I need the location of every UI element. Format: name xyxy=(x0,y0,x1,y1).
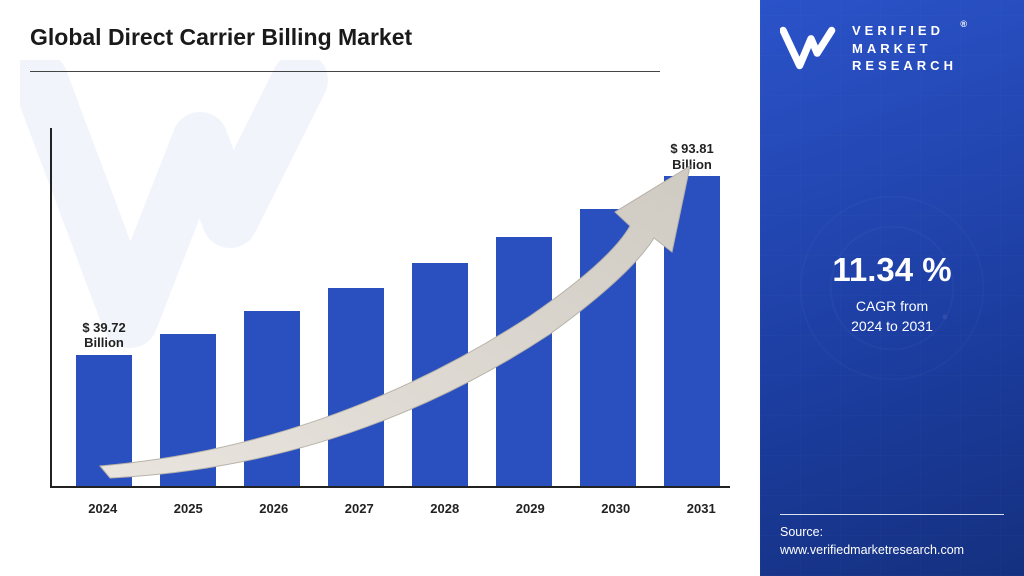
bar-group xyxy=(328,288,384,486)
cagr-block: 11.34 % CAGR from 2024 to 2031 xyxy=(780,75,1004,514)
bar xyxy=(412,263,468,486)
bar xyxy=(664,176,720,486)
bar xyxy=(76,355,132,486)
source-footer: Source: www.verifiedmarketresearch.com xyxy=(780,514,1004,561)
x-axis-year-label: 2025 xyxy=(160,501,218,516)
bar xyxy=(496,237,552,486)
bar xyxy=(328,288,384,486)
bar-group xyxy=(580,209,636,486)
brand-text: VERIFIED MARKET RESEARCH ® xyxy=(852,22,957,75)
cagr-label-line-1: CAGR from xyxy=(851,297,933,317)
title-underline xyxy=(30,71,660,72)
bar-group xyxy=(412,263,468,486)
bar-group xyxy=(160,334,216,486)
brand-registered-icon: ® xyxy=(960,18,971,30)
bars-container: $ 39.72Billion $ 93.81Billion xyxy=(50,128,730,488)
brand-line-1: VERIFIED xyxy=(852,22,957,40)
side-panel: VERIFIED MARKET RESEARCH ® 11.34 % CAGR … xyxy=(760,0,1024,576)
source-label: Source: xyxy=(780,523,1004,542)
x-axis-year-label: 2027 xyxy=(331,501,389,516)
main-panel: Global Direct Carrier Billing Market $ 3… xyxy=(0,0,760,576)
x-axis-year-label: 2029 xyxy=(502,501,560,516)
bar-group: $ 93.81Billion xyxy=(664,176,720,486)
bar-group: $ 39.72Billion xyxy=(76,355,132,486)
bar-start-value-label: $ 39.72Billion xyxy=(82,320,125,351)
bar xyxy=(580,209,636,486)
brand-logo-icon xyxy=(780,26,842,70)
bar-end-value-label: $ 93.81Billion xyxy=(670,141,713,172)
x-axis-year-label: 2024 xyxy=(74,501,132,516)
bar-chart: $ 39.72Billion$ 93.81Billion 20242025202… xyxy=(30,80,730,520)
cagr-label: CAGR from 2024 to 2031 xyxy=(851,297,933,336)
brand-row: VERIFIED MARKET RESEARCH ® xyxy=(780,22,1004,75)
x-axis-year-label: 2028 xyxy=(416,501,474,516)
x-axis-year-label: 2031 xyxy=(673,501,731,516)
cagr-label-line-2: 2024 to 2031 xyxy=(851,317,933,337)
chart-title: Global Direct Carrier Billing Market xyxy=(30,24,730,51)
x-axis-year-label: 2026 xyxy=(245,501,303,516)
x-axis-year-label: 2030 xyxy=(587,501,645,516)
brand-line-3: RESEARCH xyxy=(852,57,957,75)
cagr-value: 11.34 % xyxy=(832,251,951,289)
bar xyxy=(244,311,300,486)
brand-line-2: MARKET xyxy=(852,40,957,58)
bar-group xyxy=(244,311,300,486)
bar xyxy=(160,334,216,486)
x-axis-labels: 2024 2025 2026 2027 2028 2029 2030 2031 xyxy=(74,501,730,516)
side-divider xyxy=(780,514,1004,515)
source-value: www.verifiedmarketresearch.com xyxy=(780,541,1004,560)
bar-group xyxy=(496,237,552,486)
